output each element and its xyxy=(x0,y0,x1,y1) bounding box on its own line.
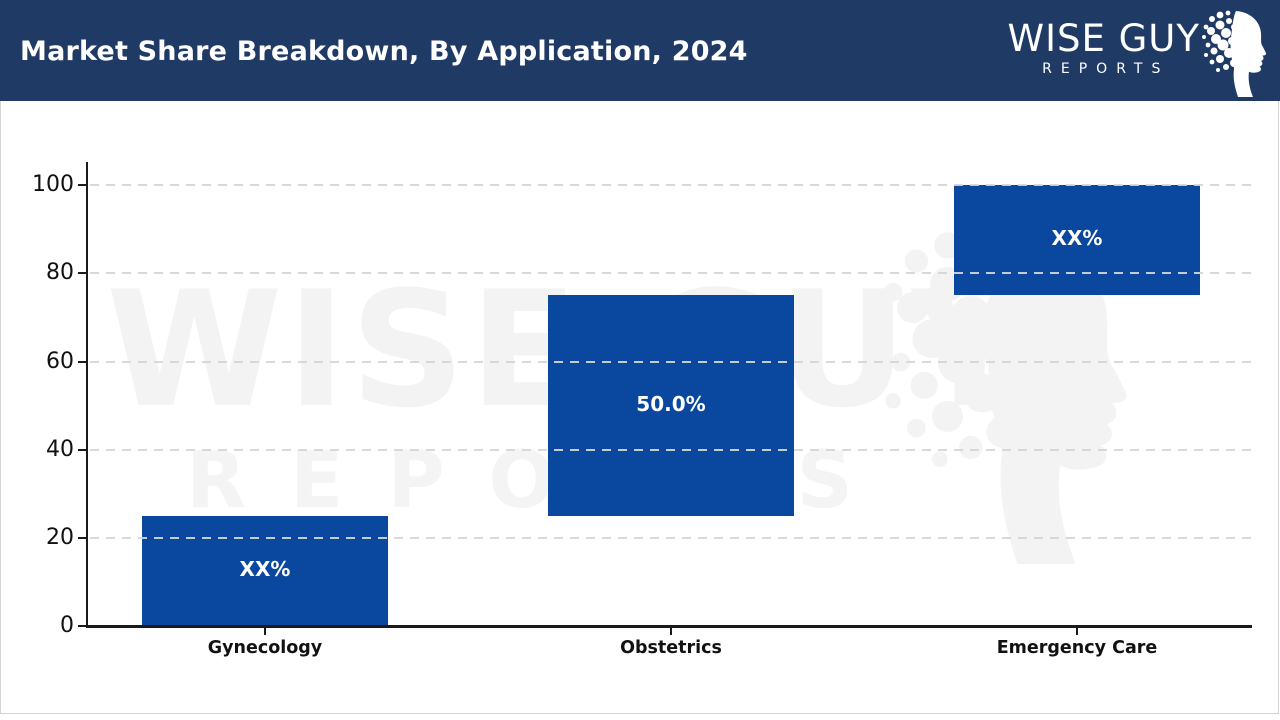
brand-logo-text: WISE GUY REPORTS xyxy=(1007,17,1200,77)
y-tick-label-80: 80 xyxy=(46,260,74,286)
y-tick-0 xyxy=(78,625,86,627)
brand-logo: WISE GUY REPORTS xyxy=(1008,4,1268,99)
x-axis-line xyxy=(86,625,1252,628)
y-tick-100 xyxy=(78,184,86,187)
x-tick-2 xyxy=(670,627,672,635)
bar-value-label: XX% xyxy=(1051,226,1103,251)
x-tick-label-2: Obstetrics xyxy=(620,638,722,658)
x-tick-1 xyxy=(264,627,266,635)
x-tick-label-3: Emergency Care xyxy=(996,638,1158,658)
gridline-y20 xyxy=(90,536,1252,539)
gridline-y60 xyxy=(90,360,1252,363)
gridline-y100 xyxy=(90,184,1252,187)
y-tick-label-60: 60 xyxy=(46,348,74,374)
y-tick-80 xyxy=(78,272,86,275)
y-tick-label-20: 20 xyxy=(46,524,74,550)
brand-wordmark: WISE GUY xyxy=(1007,17,1200,60)
y-tick-60 xyxy=(78,360,86,363)
chart-title: Market Share Breakdown, By Application, … xyxy=(20,36,748,67)
brand-subtext: REPORTS xyxy=(1042,60,1170,77)
y-tick-20 xyxy=(78,536,86,539)
bar-value-label: XX% xyxy=(239,556,291,581)
gridline-y40 xyxy=(90,448,1252,451)
y-tick-label-40: 40 xyxy=(46,436,74,462)
y-tick-label-0: 0 xyxy=(60,613,74,638)
y-tick-40 xyxy=(78,448,86,451)
x-tick-label-1: Gynecology xyxy=(207,638,323,658)
bar-gynecology xyxy=(142,515,388,626)
y-axis-line xyxy=(86,162,88,627)
y-tick-label-100: 100 xyxy=(32,172,74,198)
bar-value-label: 50.0% xyxy=(636,391,706,416)
gridline-y80 xyxy=(90,272,1252,275)
bar-obstetrics xyxy=(548,295,794,516)
chart-area: WISE GUY REPORTS 0 20 40 60 80 100 XX% 50.0% XX%… xyxy=(0,100,1280,720)
brand-face-icon xyxy=(1198,9,1268,99)
x-tick-3 xyxy=(1076,627,1078,635)
header-bar: Market Share Breakdown, By Application, … xyxy=(0,0,1280,101)
